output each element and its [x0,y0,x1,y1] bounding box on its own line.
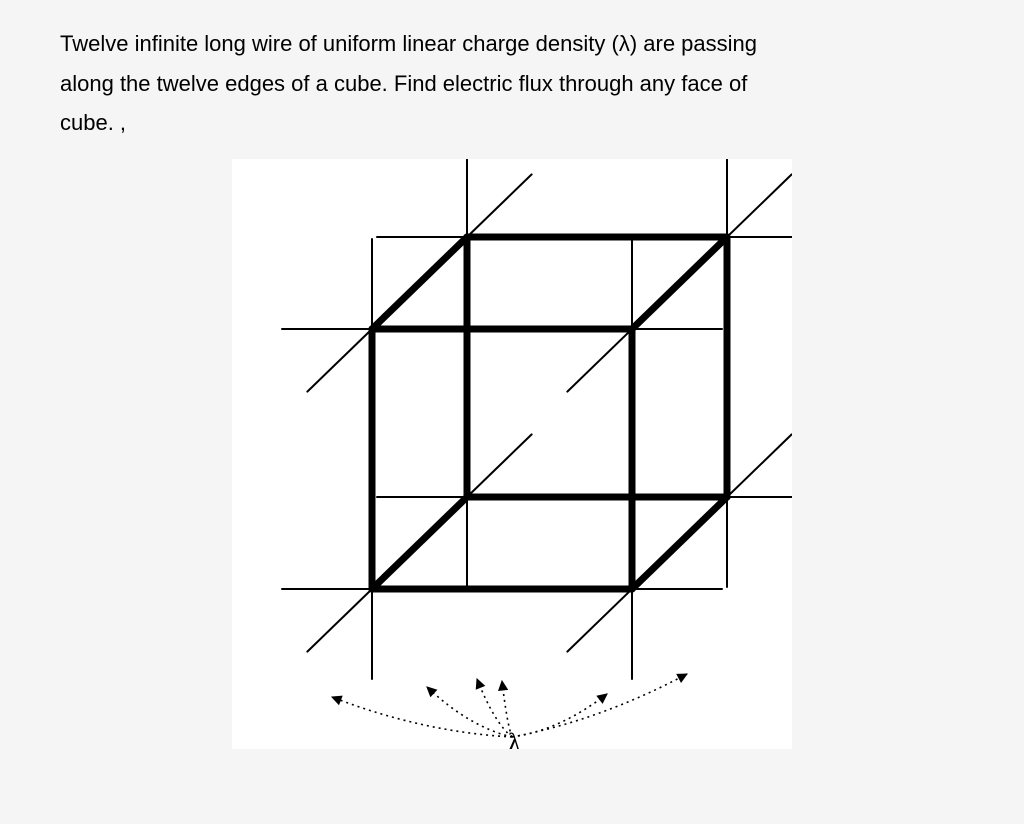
cube-figure: λ [232,159,792,749]
problem-line-3: cube. , [60,110,126,135]
problem-line-1: Twelve infinite long wire of uniform lin… [60,31,757,56]
svg-text:λ: λ [508,728,521,749]
problem-statement: Twelve infinite long wire of uniform lin… [60,24,964,143]
problem-line-2: along the twelve edges of a cube. Find e… [60,71,747,96]
figure-container: λ [60,159,964,749]
